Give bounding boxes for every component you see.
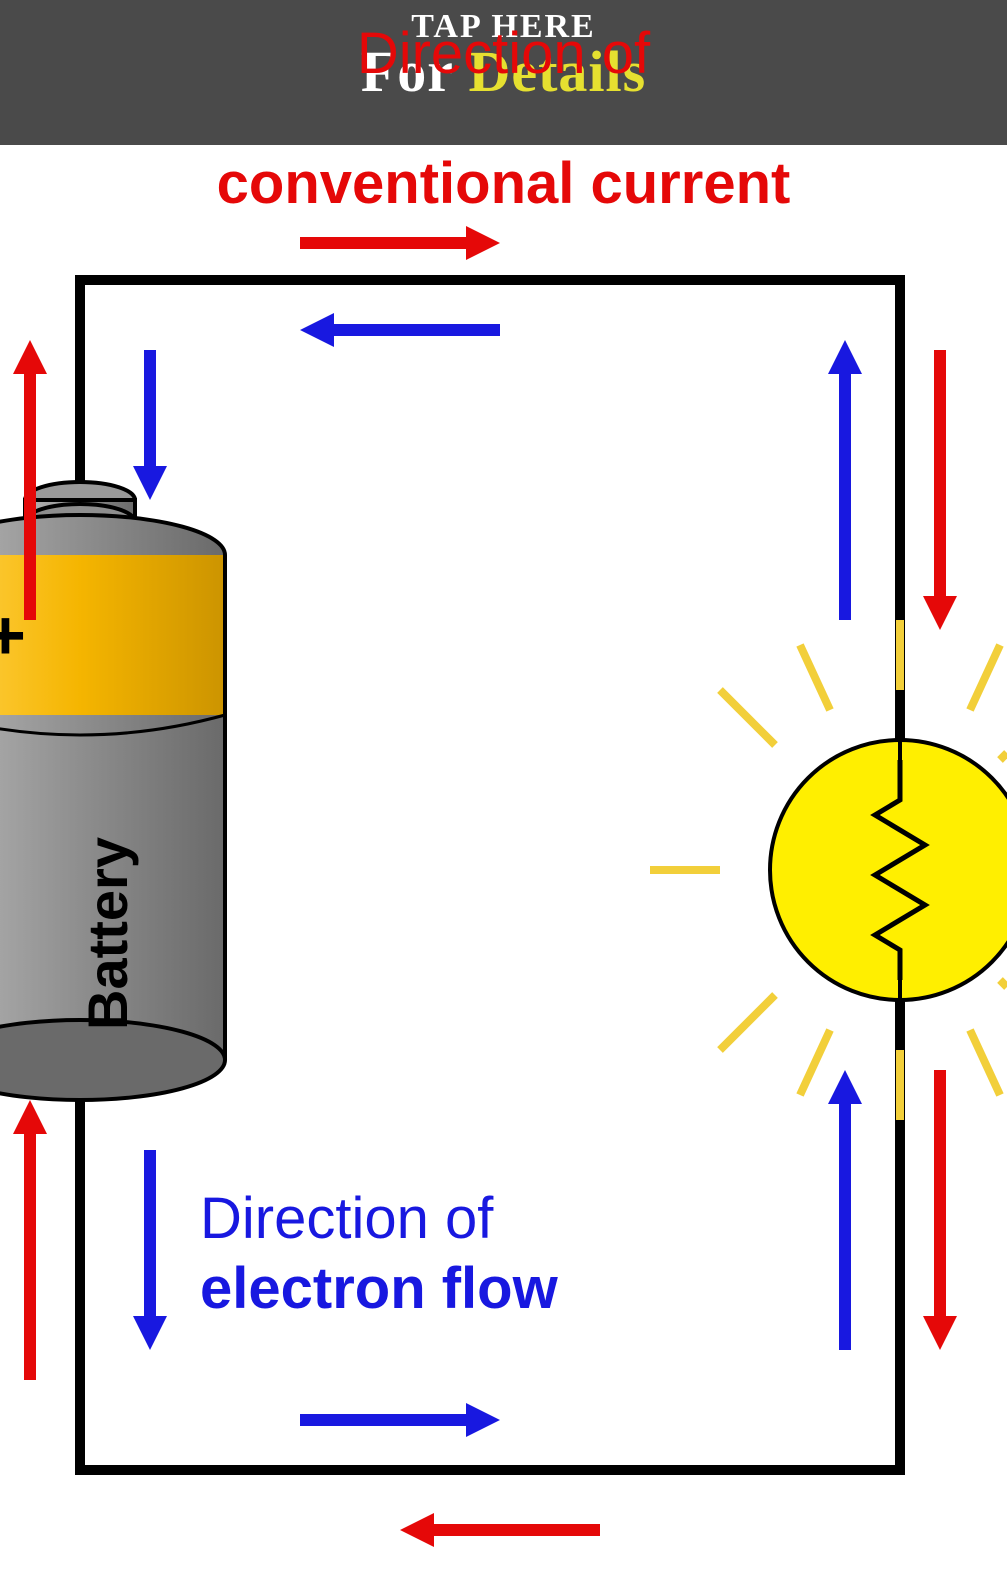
title-direction-of-2: Direction of [200, 1185, 850, 1252]
bulb-icon [650, 620, 1007, 1120]
circuit-diagram [0, 0, 1007, 1571]
title-conventional-current: conventional current [0, 150, 1007, 217]
battery-label: Battery [75, 837, 140, 1030]
title-electron-flow: electron flow [200, 1255, 850, 1322]
plus-label: + [0, 595, 26, 675]
title-line-1: Direction of [0, 20, 1007, 87]
